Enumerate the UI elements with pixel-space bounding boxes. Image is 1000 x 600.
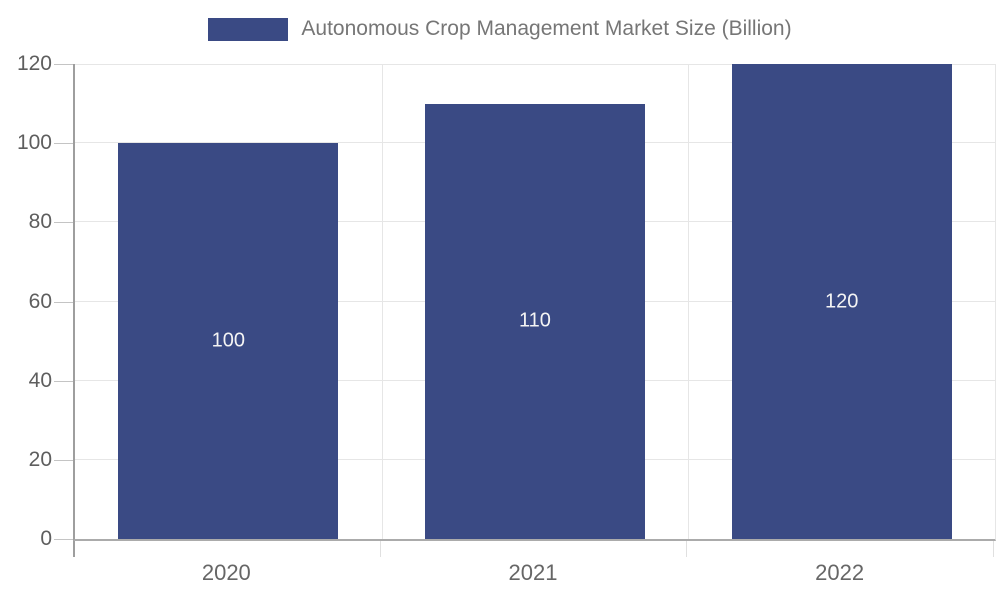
x-axis-tick	[993, 541, 994, 557]
bar-value-label: 100	[211, 329, 246, 352]
x-axis-tick-label: 2022	[815, 560, 865, 585]
legend-swatch	[208, 17, 289, 41]
x-axis-tick-label: 2021	[508, 560, 558, 585]
bar-2021: 110	[425, 103, 645, 539]
y-axis-tick	[54, 539, 73, 540]
y-axis-tick	[54, 380, 73, 382]
x-axis-tick	[379, 541, 381, 557]
bar-value-label: 110	[519, 309, 551, 332]
y-axis-tick	[54, 301, 73, 303]
legend: Autonomous Crop Management Market Size (…	[0, 17, 1000, 41]
y-axis-tick-extension	[73, 541, 75, 557]
bar-2020: 100	[118, 143, 339, 539]
gridline-v	[381, 64, 383, 539]
y-axis-tick	[54, 143, 73, 145]
gridline-v	[688, 64, 690, 539]
plot-area: 100 110 120	[73, 64, 996, 541]
y-axis-tick-label: 100	[16, 131, 52, 155]
x-axis-tick	[686, 541, 688, 557]
y-axis-tick-label: 120	[16, 52, 52, 75]
legend-label: Autonomous Crop Management Market Size (…	[301, 17, 792, 40]
y-axis-tick-label: 0	[40, 527, 52, 550]
y-axis-tick	[54, 64, 73, 65]
x-axis-tick-label: 2020	[201, 560, 251, 585]
y-axis-tick	[54, 459, 73, 461]
bar-value-label: 120	[824, 290, 859, 312]
gridline-h	[75, 64, 995, 65]
bar-2022: 120	[731, 64, 952, 539]
y-axis-tick	[54, 222, 73, 224]
y-axis-tick-label: 80	[28, 210, 52, 234]
y-axis-tick-label: 60	[28, 289, 52, 313]
y-axis-tick-label: 20	[28, 447, 52, 471]
y-axis-tick-label: 40	[28, 368, 52, 392]
